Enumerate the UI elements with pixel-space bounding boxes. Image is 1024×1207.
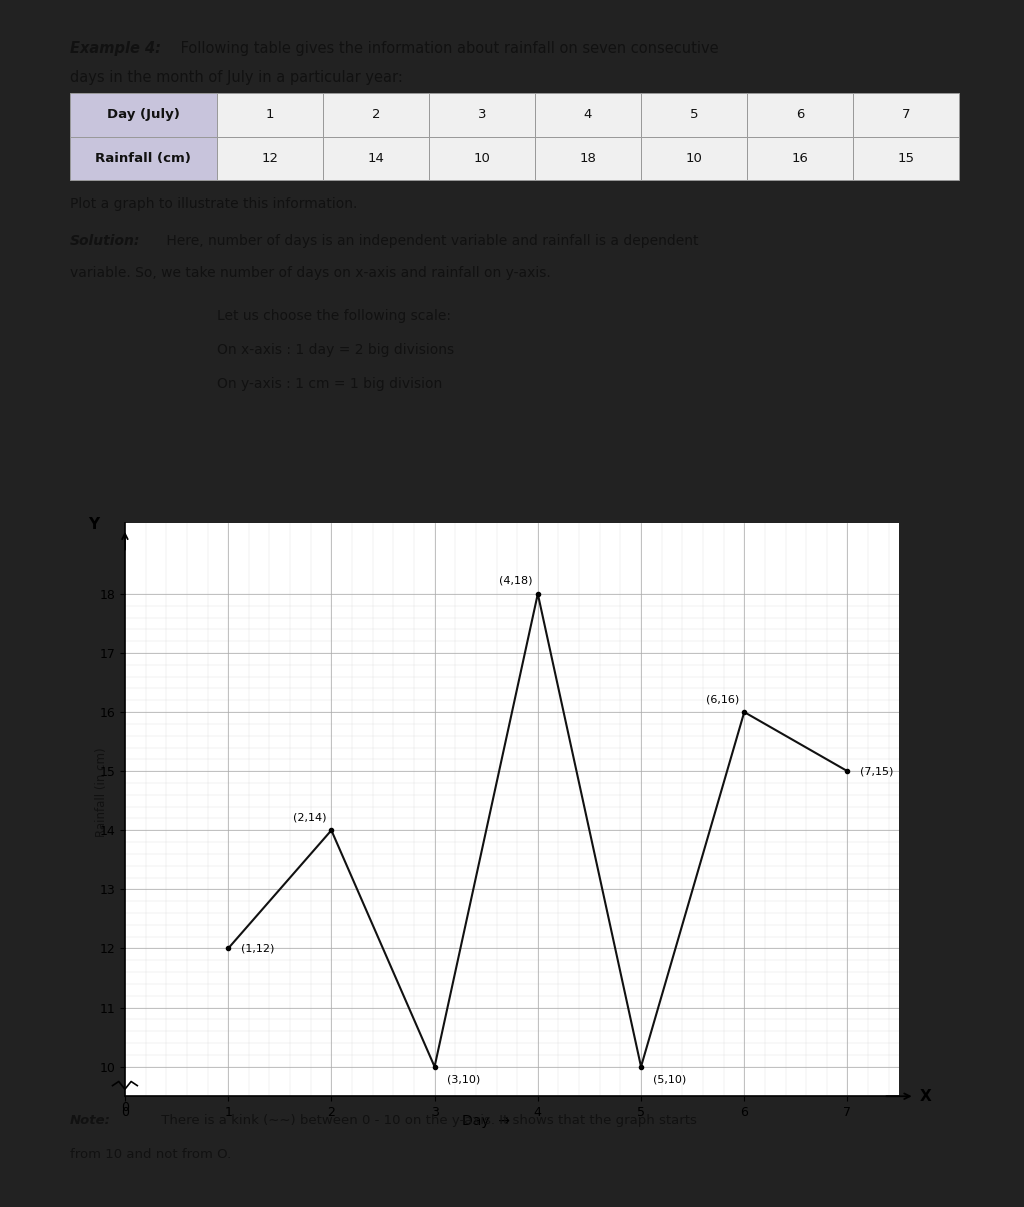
Text: 5: 5 xyxy=(690,109,698,121)
Text: (2,14): (2,14) xyxy=(293,812,327,822)
Text: Y: Y xyxy=(88,517,99,532)
Text: Solution:: Solution: xyxy=(70,234,140,247)
Bar xyxy=(70,136,217,180)
Text: 2: 2 xyxy=(372,109,380,121)
Text: (5,10): (5,10) xyxy=(653,1074,687,1085)
Bar xyxy=(70,93,217,136)
Bar xyxy=(217,136,324,180)
Text: 7: 7 xyxy=(902,109,910,121)
Text: Example 4:: Example 4: xyxy=(70,41,161,57)
Text: 0: 0 xyxy=(121,1101,129,1114)
Bar xyxy=(536,136,641,180)
Text: 10: 10 xyxy=(474,152,490,165)
Text: variable. So, we take number of days on x-axis and rainfall on y-axis.: variable. So, we take number of days on … xyxy=(70,266,550,280)
Text: 3: 3 xyxy=(478,109,486,121)
Text: 14: 14 xyxy=(368,152,384,165)
Text: 15: 15 xyxy=(897,152,914,165)
Bar xyxy=(429,93,536,136)
Text: 1: 1 xyxy=(266,109,274,121)
Text: 18: 18 xyxy=(580,152,596,165)
Text: (1,12): (1,12) xyxy=(241,944,273,954)
Text: (6,16): (6,16) xyxy=(706,694,739,704)
Bar xyxy=(853,136,959,180)
Text: Rainfall (cm): Rainfall (cm) xyxy=(95,152,191,165)
Text: (3,10): (3,10) xyxy=(446,1074,480,1085)
Text: 4: 4 xyxy=(584,109,592,121)
Text: On x-axis : 1 day = 2 big divisions: On x-axis : 1 day = 2 big divisions xyxy=(217,343,455,357)
Text: Here, number of days is an independent variable and rainfall is a dependent: Here, number of days is an independent v… xyxy=(162,234,698,247)
Text: Rainfall (in cm): Rainfall (in cm) xyxy=(95,747,109,838)
Text: Let us choose the following scale:: Let us choose the following scale: xyxy=(217,309,452,322)
Text: 10: 10 xyxy=(686,152,702,165)
Bar xyxy=(641,93,748,136)
Text: There is a kink (∼∼) between 0 - 10 on the y-axis. It shows that the graph start: There is a kink (∼∼) between 0 - 10 on t… xyxy=(158,1114,697,1127)
Bar xyxy=(429,136,536,180)
Text: On y-axis : 1 cm = 1 big division: On y-axis : 1 cm = 1 big division xyxy=(217,378,442,391)
Bar xyxy=(217,93,324,136)
Text: 16: 16 xyxy=(792,152,808,165)
Text: Note:: Note: xyxy=(70,1114,111,1127)
Bar xyxy=(324,93,429,136)
Bar xyxy=(324,136,429,180)
Bar xyxy=(748,136,853,180)
Text: Day  →: Day → xyxy=(462,1114,510,1129)
Text: Following table gives the information about rainfall on seven consecutive: Following table gives the information ab… xyxy=(176,41,718,57)
Text: 6: 6 xyxy=(796,109,804,121)
Text: (4,18): (4,18) xyxy=(499,576,532,585)
Bar xyxy=(641,136,748,180)
Text: Day (July): Day (July) xyxy=(106,109,180,121)
Text: from 10 and not from O.: from 10 and not from O. xyxy=(70,1148,230,1161)
Text: Plot a graph to illustrate this information.: Plot a graph to illustrate this informat… xyxy=(70,197,357,211)
Text: 12: 12 xyxy=(261,152,279,165)
Text: X: X xyxy=(920,1089,932,1103)
Text: (7,15): (7,15) xyxy=(860,766,893,776)
Bar xyxy=(853,93,959,136)
Text: days in the month of July in a particular year:: days in the month of July in a particula… xyxy=(70,70,402,84)
Bar xyxy=(748,93,853,136)
Bar xyxy=(536,93,641,136)
